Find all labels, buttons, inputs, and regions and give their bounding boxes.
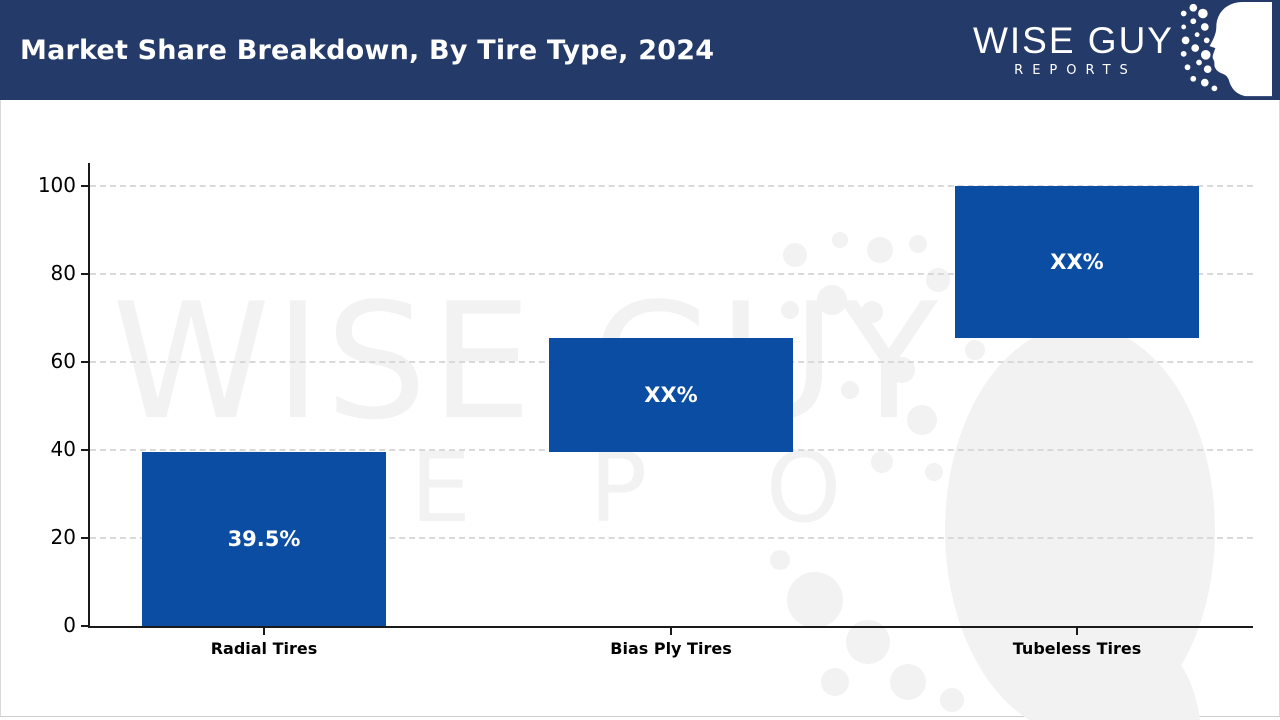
bar-value-label: 39.5% bbox=[227, 527, 301, 552]
bar-segment[interactable]: 39.5% bbox=[142, 452, 386, 626]
x-tick-mark bbox=[670, 628, 672, 635]
page-border-left bbox=[0, 100, 1, 717]
y-tick-label-0: 0 bbox=[63, 613, 76, 637]
logo-wordmark: WISE GUY bbox=[972, 20, 1174, 61]
y-tick-label-100: 100 bbox=[37, 173, 76, 197]
bar-value-label: XX% bbox=[1050, 249, 1104, 274]
gridline-20 bbox=[90, 537, 1253, 539]
y-tick-mark-20 bbox=[81, 537, 88, 539]
y-tick-label-60: 60 bbox=[50, 349, 76, 373]
y-tick-label-40: 40 bbox=[50, 437, 76, 461]
x-category-label: Bias Ply Tires bbox=[610, 639, 732, 658]
wise-guy-logo: WISE GUY REPORTS bbox=[973, 0, 1272, 100]
y-tick-mark-0 bbox=[81, 625, 88, 627]
x-tick-mark bbox=[263, 628, 265, 635]
y-tick-label-20: 20 bbox=[50, 525, 76, 549]
y-tick-mark-60 bbox=[81, 361, 88, 363]
y-tick-mark-100 bbox=[81, 185, 88, 187]
logo-text: WISE GUY REPORTS bbox=[973, 22, 1174, 78]
logo-face-icon bbox=[1180, 2, 1272, 97]
header-band: Market Share Breakdown, By Tire Type, 20… bbox=[0, 0, 1280, 100]
x-category-label: Tubeless Tires bbox=[1012, 639, 1142, 658]
bar-value-label: XX% bbox=[644, 382, 698, 407]
y-tick-label-80: 80 bbox=[50, 261, 76, 285]
y-axis bbox=[88, 163, 90, 628]
chart-title: Market Share Breakdown, By Tire Type, 20… bbox=[20, 34, 715, 66]
x-axis bbox=[88, 626, 1253, 628]
x-tick-mark bbox=[1076, 628, 1078, 635]
bar-segment[interactable]: XX% bbox=[955, 186, 1199, 338]
logo-subtitle: REPORTS bbox=[1014, 63, 1137, 78]
x-category-label: Radial Tires bbox=[210, 639, 318, 658]
page-border-bottom bbox=[0, 716, 1280, 717]
y-tick-mark-80 bbox=[81, 273, 88, 275]
bar-segment[interactable]: XX% bbox=[549, 337, 793, 453]
y-tick-mark-40 bbox=[81, 449, 88, 451]
gridline-100 bbox=[90, 185, 1253, 187]
gridline-80 bbox=[90, 273, 1253, 275]
